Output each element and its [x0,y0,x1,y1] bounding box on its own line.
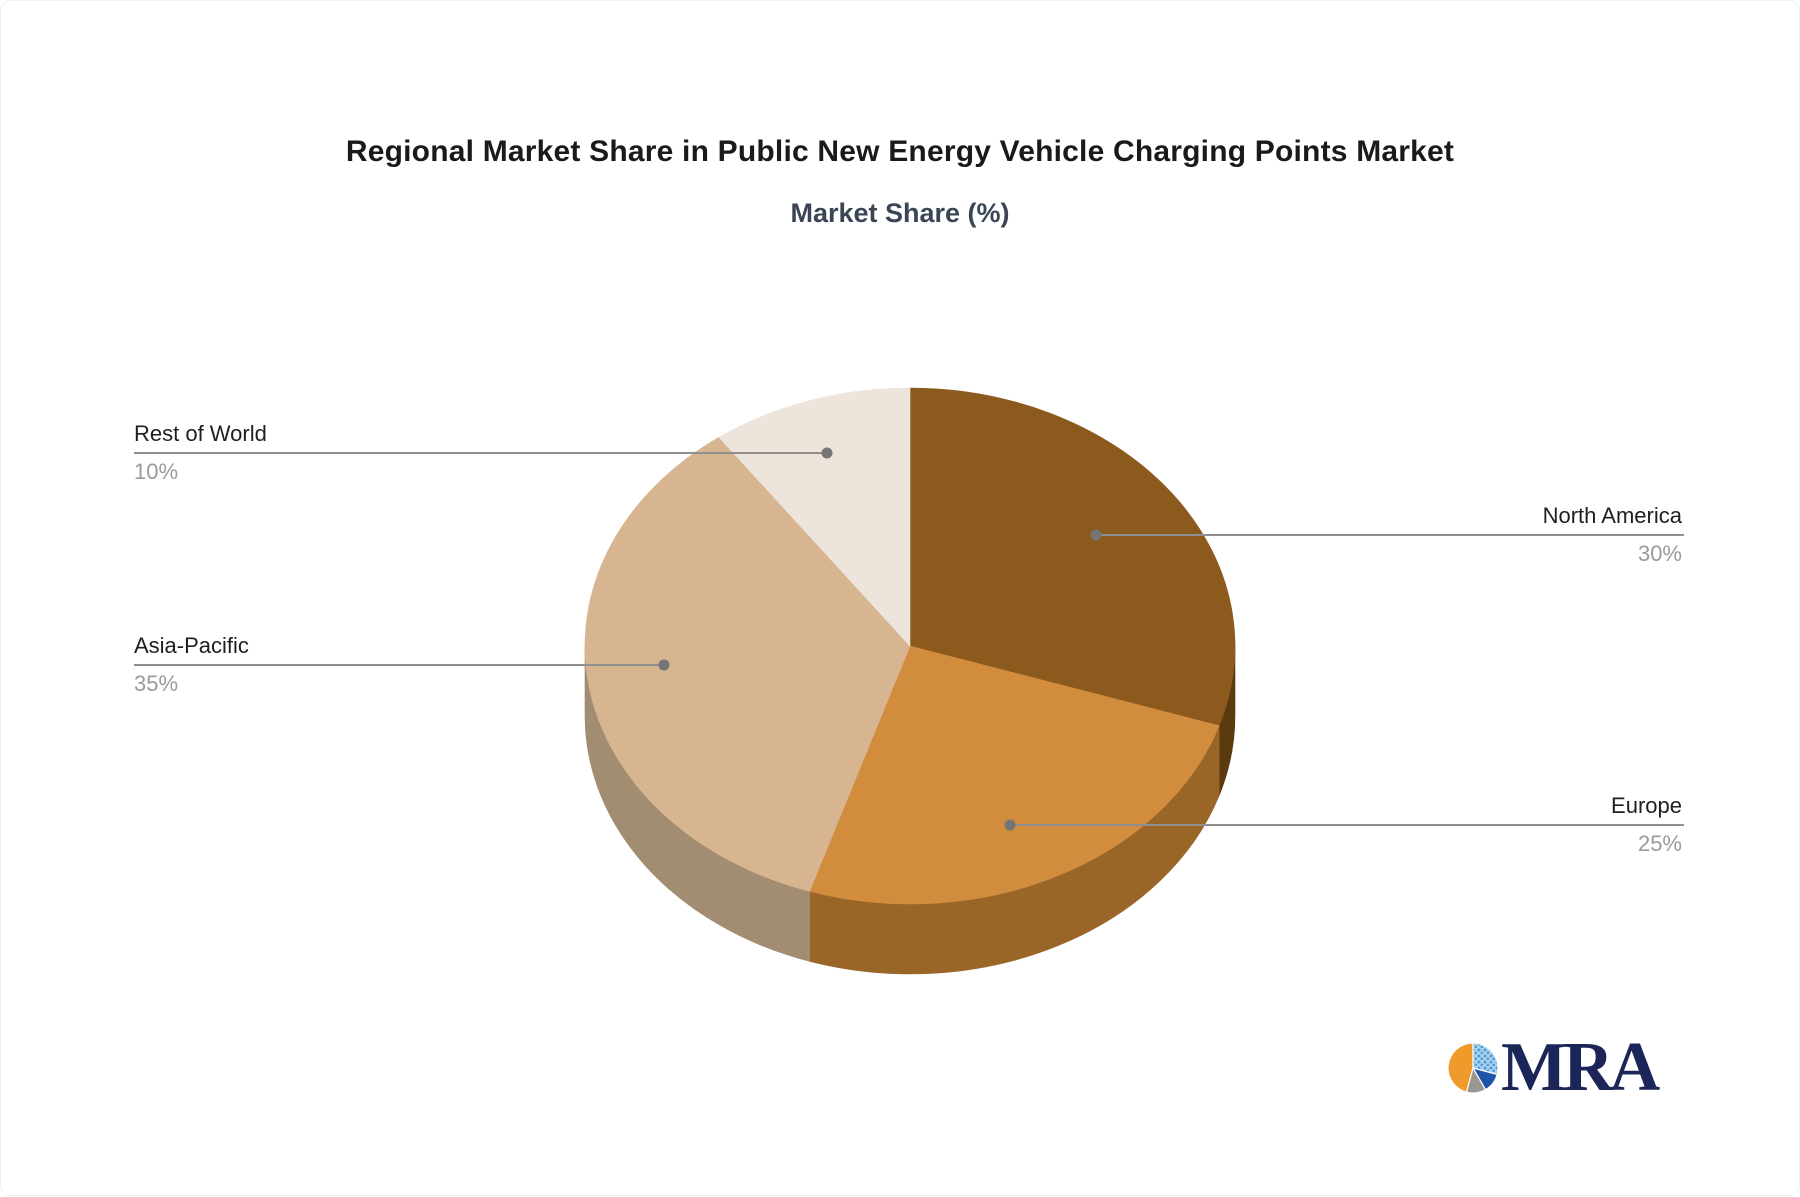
slice-label-rest-of-world: Rest of World [134,421,267,446]
callout-asia-pacific: Asia-Pacific 35% [134,633,249,697]
pie-slice-europe[interactable] [809,645,1220,905]
slice-value-rest-of-world: 10% [134,459,179,484]
slice-label-europe: Europe [1611,793,1682,818]
brand-logo-pie-icon [1447,1042,1499,1094]
brand-logo-text: MRA [1501,1029,1660,1106]
slice-value-north-america: 30% [1637,541,1682,566]
slice-value-europe: 25% [1637,831,1682,856]
brand-logo: MRA [1447,1029,1660,1106]
leader-dot [1004,819,1016,831]
callout-north-america: North America 30% [1543,503,1682,567]
callout-rest-of-world: Rest of World 10% [134,421,267,485]
leader-dot [821,447,833,459]
pie-slice-asia-pacific[interactable] [584,436,911,892]
slice-value-asia-pacific: 35% [134,671,179,696]
logo-wedge-orange [1447,1042,1474,1093]
leader-dot [658,659,670,671]
logo-wedge-gray [1465,1066,1487,1094]
slice-label-north-america: North America [1542,503,1682,528]
leader-dot [1090,529,1102,541]
chart-subtitle: Market Share (%) [790,198,1010,228]
callout-europe: Europe 25% [1611,793,1682,857]
logo-wedge-light-blue [1472,1042,1499,1076]
chart-title: Regional Market Share in Public New Ener… [345,135,1455,168]
pie-slice-north-america[interactable] [909,387,1236,727]
slice-label-asia-pacific: Asia-Pacific [134,633,249,658]
